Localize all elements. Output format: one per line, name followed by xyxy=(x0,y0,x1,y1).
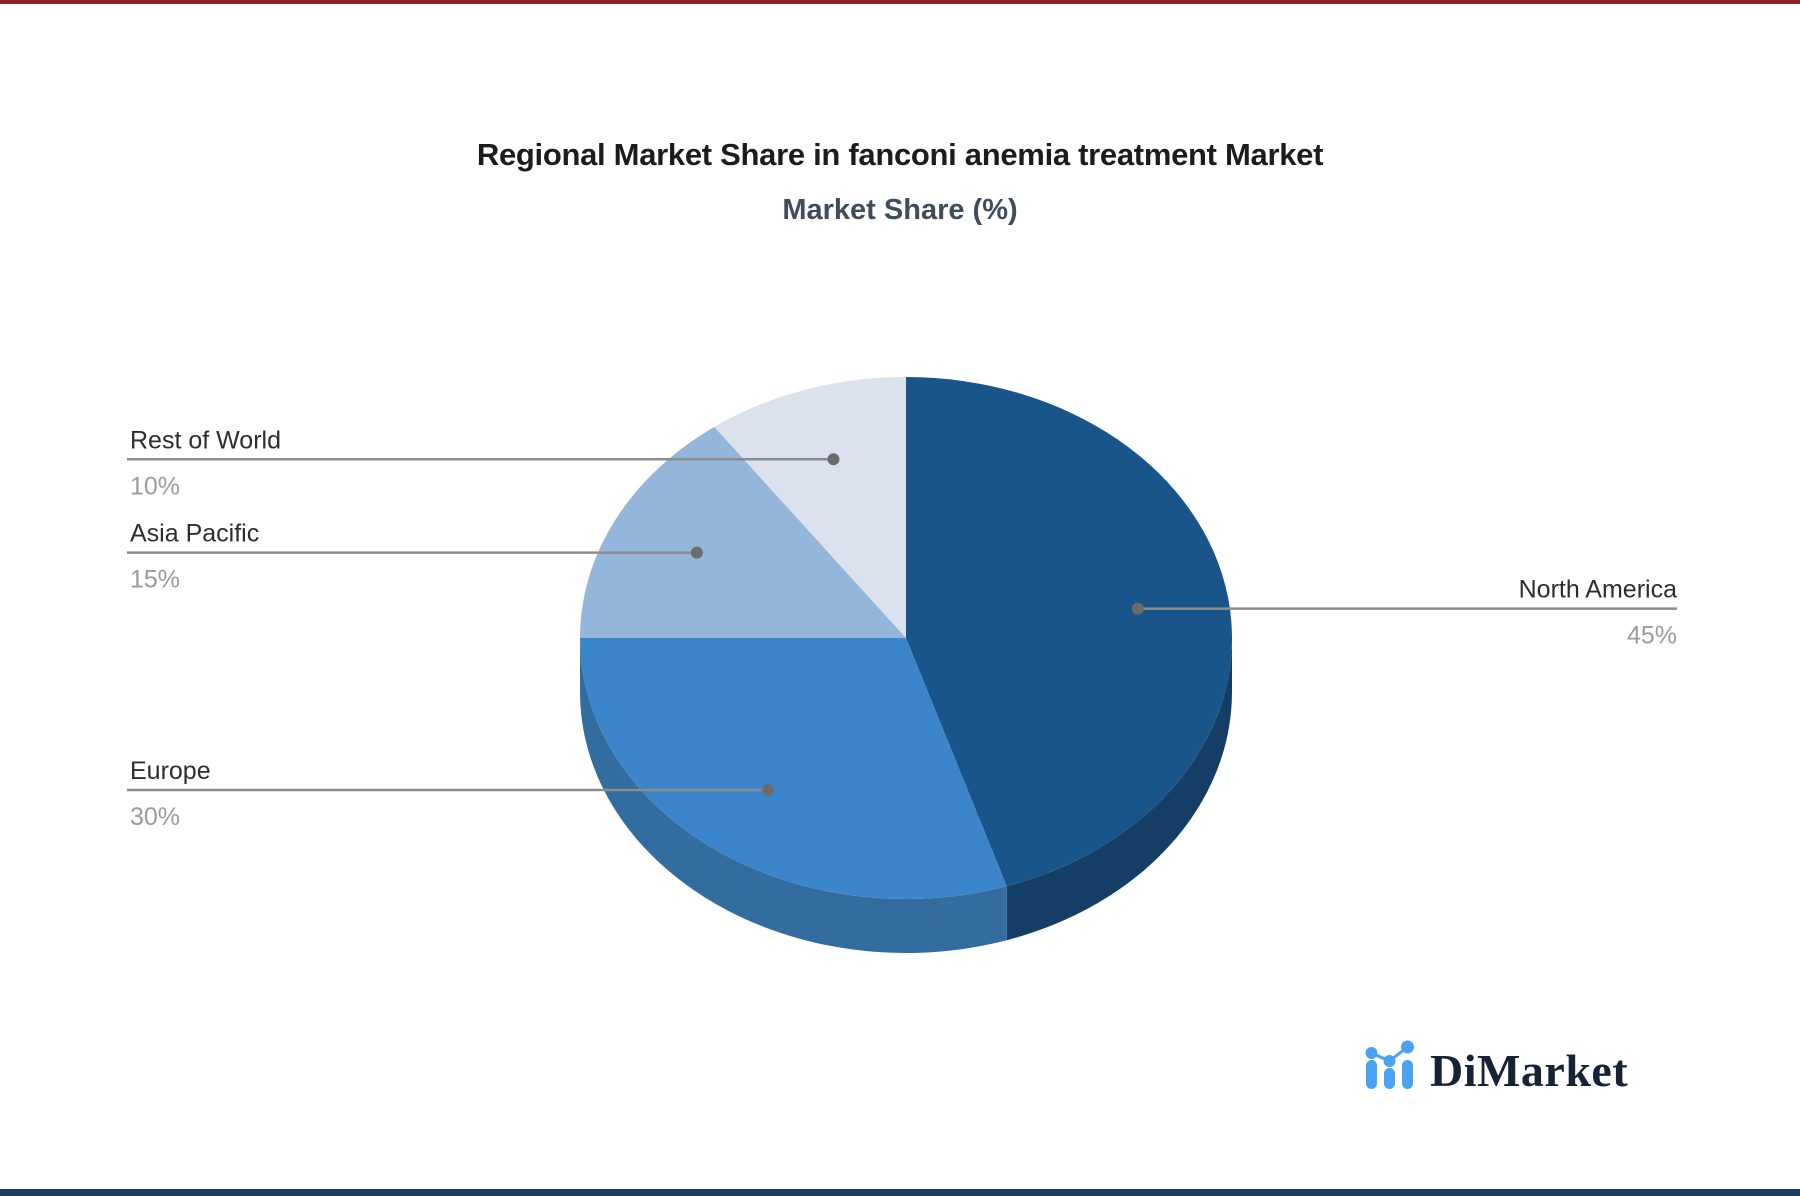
brand-logo: DiMarket xyxy=(1356,1034,1628,1094)
pie-slice-side-europe xyxy=(580,638,1007,953)
logo-bar xyxy=(1384,1068,1395,1089)
slice-value-rest-of-world: 10% xyxy=(130,472,180,500)
slice-label-north-america: North America xyxy=(1519,576,1677,604)
leader-dot-asia-pacific xyxy=(690,546,703,559)
bottom-accent-bar xyxy=(0,1189,1800,1196)
logo-dot xyxy=(1365,1047,1378,1059)
leader-dot-rest-of-world xyxy=(827,453,840,466)
slice-value-north-america: 45% xyxy=(1627,622,1677,650)
chart-title: Regional Market Share in fanconi anemia … xyxy=(476,137,1324,172)
leader-dot-north-america xyxy=(1131,602,1144,615)
logo-bar xyxy=(1402,1060,1413,1089)
pie-slice-rest-of-world[interactable] xyxy=(714,377,906,638)
pie-slice-asia-pacific[interactable] xyxy=(580,426,906,638)
chart-subtitle: Market Share (%) xyxy=(782,194,1018,226)
slice-value-europe: 30% xyxy=(130,803,180,831)
slice-value-asia-pacific: 15% xyxy=(130,566,180,594)
logo-dot xyxy=(1401,1040,1414,1054)
dimarket-logo-icon xyxy=(1365,1040,1414,1089)
logo-bar xyxy=(1366,1060,1377,1089)
slice-label-europe: Europe xyxy=(130,757,211,785)
pie-slice-north-america[interactable] xyxy=(906,377,1232,887)
brand-logo-text: DiMarket xyxy=(1430,1045,1629,1096)
slice-label-rest-of-world: Rest of World xyxy=(130,426,281,454)
slice-label-asia-pacific: Asia Pacific xyxy=(130,520,259,548)
leader-dot-europe xyxy=(762,784,775,797)
top-accent-bar xyxy=(0,0,1800,4)
pie-slice-side-north-america xyxy=(1006,638,1232,941)
logo-dot xyxy=(1383,1055,1396,1067)
pie-slice-europe[interactable] xyxy=(580,638,1007,899)
